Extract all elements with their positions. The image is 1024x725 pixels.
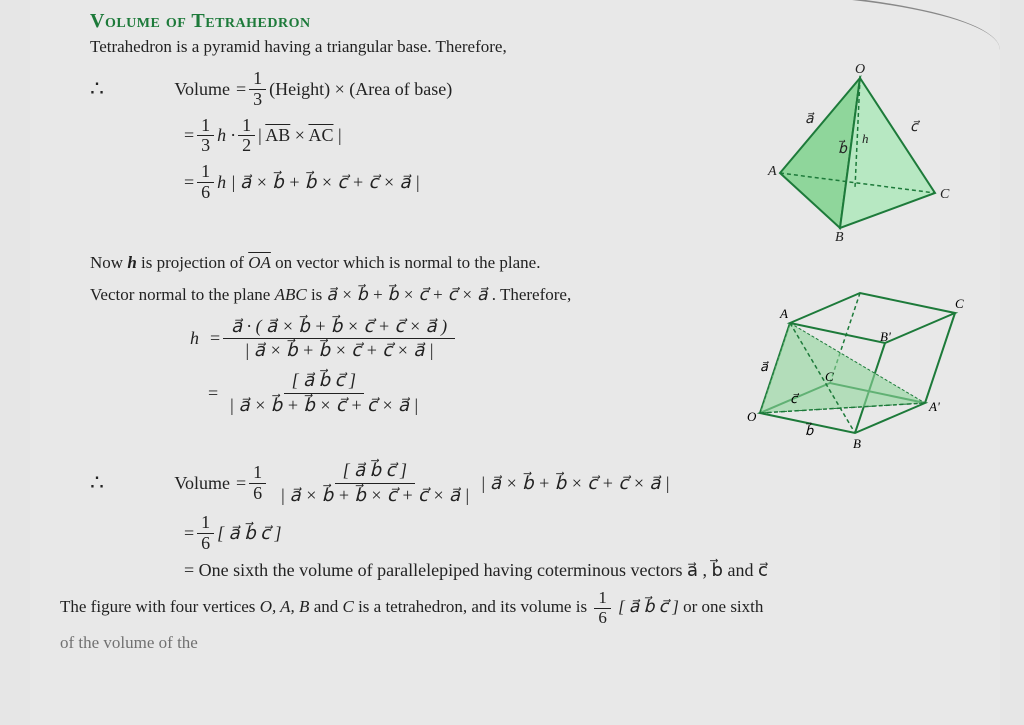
vol2-lhs: Volume — [150, 473, 236, 494]
row-volume-derivation: ∴ Volume = 1 3 (Height) × (Area of base)… — [90, 63, 970, 243]
eq2-vectors: | AB × AC | — [258, 125, 341, 146]
frac-1-6b: 1 6 — [249, 463, 266, 504]
eq1-rhs: (Height) × (Area of base) — [269, 79, 452, 100]
eq-line-3: = 1 6 h | a⃗ × b⃗ + b⃗ × c⃗ + c⃗ × a⃗ | — [150, 162, 750, 203]
svg-text:C: C — [940, 187, 950, 202]
closing-para: The figure with four vertices O, A, B an… — [60, 589, 970, 627]
eq-final-text: = One sixth the volume of parallelepiped… — [150, 560, 970, 581]
eq-vol-3: = 1 6 [ a⃗ b⃗ c⃗ ] — [150, 513, 970, 554]
eq-vol-2: ∴ Volume = 1 6 [ a⃗ b⃗ c⃗ ] | a⃗ × b⃗ + … — [90, 459, 970, 508]
svg-text:b⃗: b⃗ — [805, 422, 814, 437]
section-heading: Volume of Tetrahedron — [90, 10, 970, 33]
eq-line-2: = 1 3 h · 1 2 | AB × AC | — [150, 116, 750, 157]
eq-line-1: ∴ Volume = 1 3 (Height) × (Area of base) — [90, 69, 750, 110]
math-block-2: Vector normal to the plane ABC is a⃗ × b… — [90, 283, 720, 424]
svg-text:C: C — [825, 369, 834, 384]
frac-1-6d: 1 6 — [594, 589, 611, 627]
para-h-projection: Now h is projection of OA on vector whic… — [90, 251, 970, 275]
vol2-tail: | a⃗ × b⃗ + b⃗ × c⃗ + c⃗ × a⃗ | — [481, 473, 670, 494]
frac-1-6c: 1 6 — [197, 513, 214, 554]
frac-1-3a: 1 3 — [249, 69, 266, 110]
eq-h-2: = [ a⃗ b⃗ c⃗ ] | a⃗ × b⃗ + b⃗ × c⃗ + c⃗ … — [208, 369, 720, 418]
figure-tetrahedron: O A B C a⃗ b⃗ h c⃗ — [750, 63, 970, 243]
eq-h-1: h = a⃗ · ( a⃗ × b⃗ + b⃗ × c⃗ + c⃗ × a⃗ )… — [190, 315, 720, 364]
therefore-2: ∴ — [90, 470, 150, 496]
frac-vol2: [ a⃗ b⃗ c⃗ ] | a⃗ × b⃗ + b⃗ × c⃗ + c⃗ × … — [272, 459, 477, 508]
svg-text:A': A' — [928, 399, 940, 414]
svg-text:B: B — [835, 230, 844, 243]
frac-1-2: 1 2 — [238, 116, 255, 157]
tetrahedron-svg: O A B C a⃗ b⃗ h c⃗ — [760, 63, 960, 243]
row-h-derivation: Vector normal to the plane ABC is a⃗ × b… — [90, 283, 970, 453]
eq2-h: h · — [217, 125, 235, 146]
textbook-page: Volume of Tetrahedron Tetrahedron is a p… — [30, 0, 1000, 725]
svg-text:A: A — [767, 164, 777, 179]
svg-text:O: O — [855, 63, 865, 77]
svg-text:B': B' — [880, 329, 891, 344]
svg-text:O: O — [747, 409, 757, 424]
closing-para-2: of the volume of the — [60, 631, 970, 655]
frac-h: a⃗ · ( a⃗ × b⃗ + b⃗ × c⃗ + c⃗ × a⃗ ) | a… — [223, 315, 455, 364]
svg-text:a⃗: a⃗ — [805, 112, 815, 127]
svg-text:b⃗: b⃗ — [838, 139, 848, 157]
h-lhs: h — [190, 328, 210, 349]
svg-text:C': C' — [955, 296, 965, 311]
svg-text:h: h — [862, 131, 869, 146]
figure-parallelepiped: O B A' C A B' C' a⃗ b⃗ c⃗ — [720, 283, 970, 453]
frac-box: [ a⃗ b⃗ c⃗ ] | a⃗ × b⃗ + b⃗ × c⃗ + c⃗ × … — [221, 369, 426, 418]
svg-text:a⃗: a⃗ — [760, 359, 769, 374]
math-block-1: ∴ Volume = 1 3 (Height) × (Area of base)… — [90, 63, 750, 209]
svg-text:B: B — [853, 436, 861, 451]
para-normal: Vector normal to the plane ABC is a⃗ × b… — [90, 283, 720, 307]
eq3-rhs: h | a⃗ × b⃗ + b⃗ × c⃗ + c⃗ × a⃗ | — [217, 172, 420, 193]
svg-text:A: A — [779, 306, 788, 321]
equals: = — [236, 79, 246, 100]
final-line: = One sixth the volume of parallelepiped… — [184, 560, 768, 581]
frac-1-3b: 1 3 — [197, 116, 214, 157]
frac-1-6a: 1 6 — [197, 162, 214, 203]
svg-text:c⃗: c⃗ — [910, 120, 920, 135]
parallelepiped-svg: O B A' C A B' C' a⃗ b⃗ c⃗ — [725, 283, 965, 453]
eq1-lhs: Volume — [150, 79, 236, 100]
therefore-1: ∴ — [90, 76, 150, 102]
vol3-box: [ a⃗ b⃗ c⃗ ] — [217, 523, 281, 544]
intro-line: Tetrahedron is a pyramid having a triang… — [90, 37, 970, 57]
